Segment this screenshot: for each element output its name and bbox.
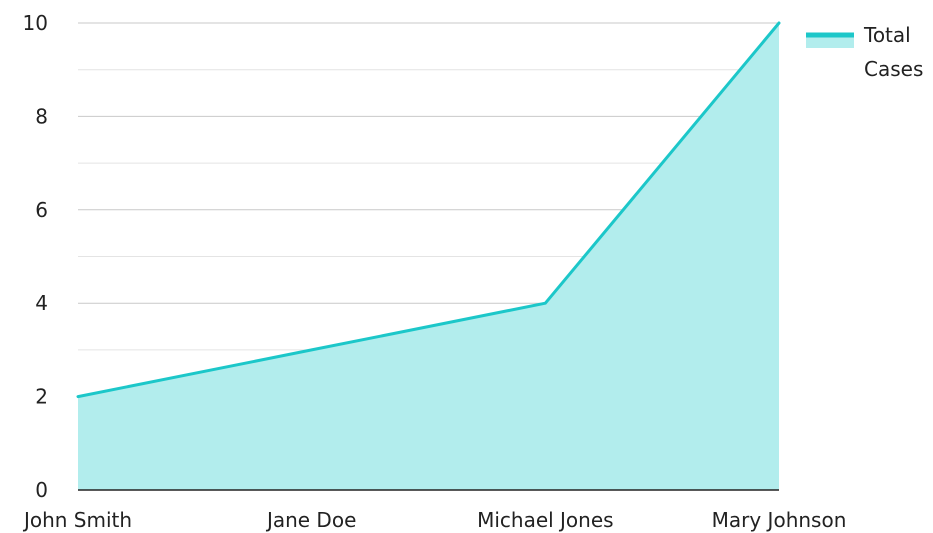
y-tick-label: 6	[35, 198, 48, 222]
x-tick-label: Michael Jones	[477, 508, 614, 532]
y-tick-label: 8	[35, 104, 48, 128]
legend-label-line-1: Total	[863, 23, 911, 47]
x-tick-label: John Smith	[22, 508, 132, 532]
x-tick-label: Jane Doe	[265, 508, 356, 532]
y-tick-label: 2	[35, 385, 48, 409]
x-tick-labels: John Smith Jane Doe Michael Jones Mary John…	[22, 508, 846, 532]
x-tick-label: Mary Johnson	[712, 508, 847, 532]
y-tick-label: 0	[35, 478, 48, 502]
area-fill-layer	[78, 23, 779, 490]
series-line	[76, 21, 781, 399]
y-tick-label: 4	[35, 291, 48, 315]
legend: Total Cases	[806, 23, 923, 81]
series-area-fill	[78, 23, 779, 490]
y-tick-label: 10	[23, 11, 48, 35]
y-tick-labels: 0 2 4 6 8 10	[23, 11, 48, 502]
series-line-layer	[76, 21, 781, 399]
legend-label-line-2: Cases	[864, 57, 923, 81]
